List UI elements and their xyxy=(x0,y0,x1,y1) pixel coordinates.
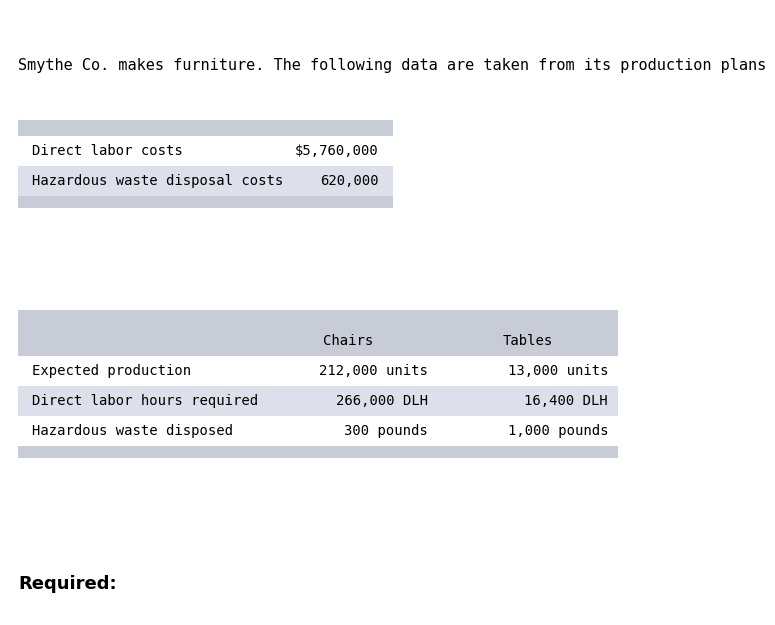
Bar xyxy=(18,326,618,356)
Bar xyxy=(18,136,393,166)
Bar xyxy=(18,356,618,386)
Text: Hazardous waste disposed: Hazardous waste disposed xyxy=(32,424,233,438)
Text: 13,000 units: 13,000 units xyxy=(508,364,608,378)
Text: 16,400 DLH: 16,400 DLH xyxy=(524,394,608,408)
Text: Tables: Tables xyxy=(503,334,553,348)
Bar xyxy=(18,416,618,446)
Text: Smythe Co. makes furniture. The following data are taken from its production pla: Smythe Co. makes furniture. The followin… xyxy=(18,58,775,73)
Text: Expected production: Expected production xyxy=(32,364,191,378)
Text: 266,000 DLH: 266,000 DLH xyxy=(336,394,428,408)
Text: Direct labor costs: Direct labor costs xyxy=(32,144,183,158)
Text: Hazardous waste disposal costs: Hazardous waste disposal costs xyxy=(32,174,283,188)
Bar xyxy=(18,310,618,326)
Text: Direct labor hours required: Direct labor hours required xyxy=(32,394,258,408)
Text: 620,000: 620,000 xyxy=(320,174,379,188)
Text: 1,000 pounds: 1,000 pounds xyxy=(508,424,608,438)
Text: 212,000 units: 212,000 units xyxy=(319,364,428,378)
Text: 300 pounds: 300 pounds xyxy=(344,424,428,438)
Bar xyxy=(18,120,393,136)
Text: Chairs: Chairs xyxy=(323,334,373,348)
Bar xyxy=(18,386,618,416)
Text: $5,760,000: $5,760,000 xyxy=(295,144,379,158)
Bar xyxy=(18,196,393,208)
Bar xyxy=(18,166,393,196)
Bar xyxy=(18,446,618,458)
Text: Required:: Required: xyxy=(18,575,116,593)
